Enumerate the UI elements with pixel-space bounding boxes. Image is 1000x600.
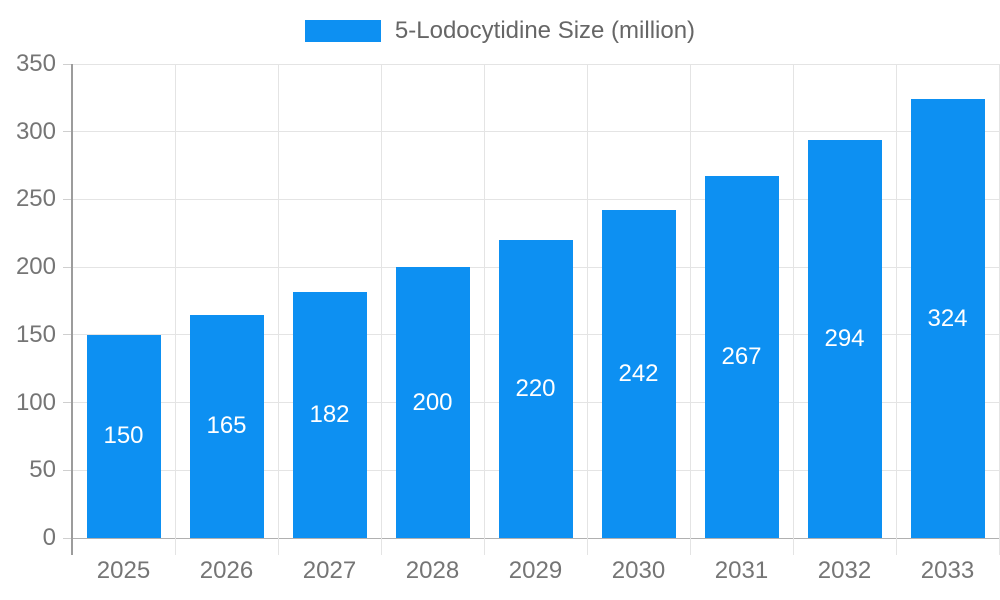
bar-value-label: 294: [824, 324, 865, 352]
y-axis-tick: [63, 63, 72, 65]
y-axis-tick-label: 350: [15, 50, 56, 77]
gridline-v: [998, 64, 1000, 555]
x-axis-tick-label: 2025: [96, 557, 151, 584]
x-axis-tick-label: 2029: [508, 557, 563, 584]
bar-value-label: 324: [927, 304, 968, 332]
bar[interactable]: 165: [189, 314, 264, 538]
y-axis-line: [71, 64, 73, 555]
x-axis-tick-label: 2028: [405, 557, 460, 584]
y-axis-tick: [63, 198, 72, 200]
y-axis-tick: [63, 334, 72, 336]
legend-swatch-icon: [304, 20, 381, 42]
legend-label: 5-Lodocytidine Size (million): [394, 17, 696, 44]
y-axis-tick: [63, 469, 72, 471]
gridline-v: [380, 64, 382, 555]
bar-value-label: 182: [309, 400, 350, 428]
x-axis-tick-label: 2026: [199, 557, 254, 584]
bar-value-label: 220: [515, 375, 556, 403]
y-axis-tick-label: 50: [29, 456, 56, 484]
x-axis-tick-label: 2027: [302, 557, 357, 584]
y-axis-tick-label: 250: [15, 185, 56, 213]
x-axis-tick-label: 2030: [611, 557, 666, 584]
bar-value-label: 165: [206, 412, 247, 440]
y-axis-tick-label: 300: [15, 117, 56, 145]
bar[interactable]: 220: [498, 240, 573, 538]
x-axis-baseline: [72, 537, 999, 539]
bar[interactable]: 242: [601, 210, 676, 538]
gridline-v: [483, 64, 485, 555]
y-axis-tick: [63, 266, 72, 268]
gridline-v: [792, 64, 794, 555]
bar[interactable]: 182: [292, 291, 367, 538]
x-axis-tick-label: 2033: [920, 557, 975, 584]
bar[interactable]: 150: [86, 334, 161, 538]
y-axis-tick: [63, 402, 72, 404]
bar[interactable]: 324: [910, 99, 985, 538]
x-axis-tick-label: 2032: [817, 557, 872, 584]
legend-item[interactable]: 5-Lodocytidine Size (million): [0, 16, 1000, 46]
gridline-v: [174, 64, 176, 555]
y-axis-tick-label: 100: [15, 388, 56, 416]
y-axis-tick-label: 0: [42, 524, 56, 551]
y-axis-tick: [63, 131, 72, 133]
bar[interactable]: 294: [807, 139, 882, 538]
gridline-v: [586, 64, 588, 555]
bar-value-label: 150: [103, 422, 144, 450]
y-axis-tick-label: 200: [15, 253, 56, 281]
gridline-h: [72, 131, 999, 133]
bar-value-label: 267: [721, 343, 762, 371]
gridline-h: [72, 198, 999, 200]
plot-area: 150 165 182 200 220 242 267 294 324: [63, 63, 1000, 555]
bar[interactable]: 200: [395, 267, 470, 538]
gridline-v: [895, 64, 897, 555]
gridline-v: [689, 64, 691, 555]
bar-value-label: 242: [618, 360, 659, 388]
bar[interactable]: 267: [704, 176, 779, 538]
x-axis-tick-label: 2031: [714, 557, 769, 584]
y-axis-tick-label: 150: [15, 320, 56, 348]
bar-value-label: 200: [412, 388, 453, 416]
y-axis-tick: [63, 537, 72, 539]
gridline-h: [72, 63, 999, 65]
gridline-v: [277, 64, 279, 555]
